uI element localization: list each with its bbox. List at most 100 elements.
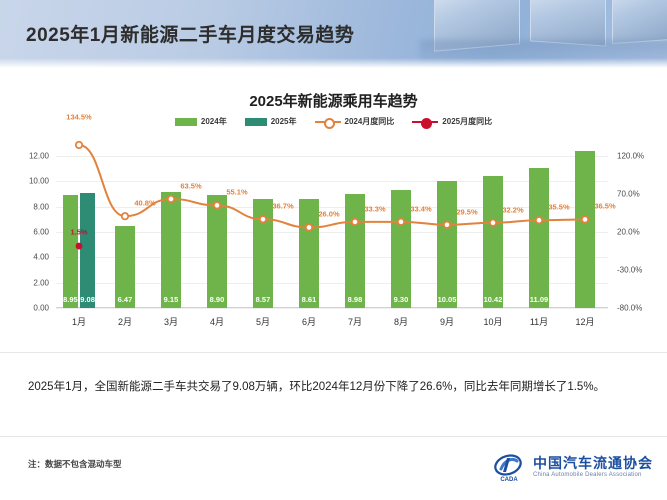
y-gridline xyxy=(56,156,608,157)
chart-category-3[interactable]: 9.15 3月 xyxy=(148,156,194,327)
y-axis-tick: 8.00 xyxy=(33,202,49,212)
legend-item-2[interactable]: 2025年 xyxy=(244,116,297,127)
header-banner: 2025年1月新能源二手车月度交易趋势 xyxy=(0,0,667,68)
divider xyxy=(0,436,667,437)
decorative-cube-icon xyxy=(612,0,667,45)
x-axis-label: 11月 xyxy=(529,317,549,327)
chart-category-9[interactable]: 10.05 9月 xyxy=(424,156,470,327)
chart-title: 2025年新能源乘用车趋势 xyxy=(249,93,418,110)
line-marker-2024 xyxy=(442,220,452,229)
chart-category-8[interactable]: 9.30 8月 xyxy=(378,156,424,327)
chart-category-4[interactable]: 8.90 4月 xyxy=(194,156,240,327)
legend-item-1[interactable]: 2024年 xyxy=(174,116,227,127)
chart-category-12[interactable]: 12月 xyxy=(562,151,608,327)
chart-legend: 2024年 2025年 2024月度同比 2025月度同比 xyxy=(0,116,667,129)
bar-value-label: 8.90 xyxy=(209,295,225,304)
bar-value-label: 8.61 xyxy=(301,295,317,304)
line-marker-2024 xyxy=(166,194,176,204)
bar-value-label: 9.30 xyxy=(393,295,409,304)
bar-2024[interactable]: 8.61 xyxy=(299,198,319,308)
line-value-label-2024: 36.7% xyxy=(272,201,294,211)
y-gridline xyxy=(56,181,608,183)
legend-label: 2024月度同比 xyxy=(344,117,395,126)
legend-item-4[interactable]: 2025月度同比 xyxy=(412,116,493,129)
line-marker-2024 xyxy=(212,201,222,210)
y-axis-tick: 6.00 xyxy=(33,227,49,237)
line-marker-2025 xyxy=(75,242,83,250)
y2-axis-tick: 20.0% xyxy=(617,227,640,237)
y-gridline xyxy=(56,308,608,309)
bar-value-label: 8.98 xyxy=(347,295,363,304)
line-marker-2024 xyxy=(120,212,130,221)
chart-card: 2025年新能源乘用车趋势 2024年 2025年 2024月度同比 2025月度同比… xyxy=(0,68,667,348)
legend-line-icon xyxy=(412,117,439,129)
y-gridline xyxy=(56,282,608,284)
line-value-label-2024: 36.5% xyxy=(594,201,616,211)
y2-axis-tick: 120.0% xyxy=(617,151,645,161)
x-axis-label: 3月 xyxy=(163,317,179,327)
bar-2024[interactable]: 8.57 xyxy=(253,199,273,308)
y-axis-tick: 10.00 xyxy=(28,176,49,186)
chart-category-10[interactable]: 10.42 10月 xyxy=(470,156,516,327)
legend-swatch-icon xyxy=(244,117,267,126)
y-axis-tick: 12.00 xyxy=(28,151,49,161)
bar-2024[interactable]: 9.15 xyxy=(161,192,181,308)
logo-name-cn: 中国汽车流通协会 xyxy=(533,455,653,472)
x-axis-label: 2月 xyxy=(117,317,133,327)
bar-2024[interactable]: 9.30 xyxy=(391,190,411,308)
chart-category-5[interactable]: 8.57 5月 xyxy=(240,156,286,327)
bar-value-label: 10.05 xyxy=(437,295,457,304)
legend-item-3[interactable]: 2024月度同比 xyxy=(314,116,395,129)
bar-value-label: 9.08 xyxy=(80,295,95,304)
line-value-label-2024: 55.1% xyxy=(226,187,248,197)
chart-category-11[interactable]: 11.09 11月 xyxy=(516,156,562,327)
line-marker-2024 xyxy=(304,223,314,232)
cada-logo-icon: CADA xyxy=(492,452,526,483)
line-value-label-2024: 134.5% xyxy=(66,112,92,122)
y2-axis-tick: 70.0% xyxy=(617,189,640,199)
chart-category-1[interactable]: 8.95 9.08 1月 xyxy=(56,156,102,327)
bar-2024[interactable]: 11.09 xyxy=(529,167,549,308)
x-axis-label: 9月 xyxy=(439,317,455,327)
line-marker-2024 xyxy=(488,218,498,227)
x-axis-label: 5月 xyxy=(255,317,271,327)
y2-axis-tick: -30.0% xyxy=(617,265,643,275)
divider xyxy=(0,352,667,353)
bar-2024[interactable] xyxy=(575,151,595,308)
legend-label: 2025年 xyxy=(270,117,297,126)
line-value-label-2024: 40.8% xyxy=(134,198,156,208)
bar-2024[interactable]: 8.95 xyxy=(62,194,78,308)
bar-2025[interactable]: 9.08 xyxy=(80,193,96,308)
line-marker-2024 xyxy=(396,217,406,226)
trend-line-overlay xyxy=(74,140,590,250)
banner-fade xyxy=(0,58,667,68)
x-axis-label: 4月 xyxy=(209,317,225,327)
bar-2024[interactable]: 8.90 xyxy=(207,195,227,308)
chart-plot-area: 0.00 2.00 4.00 6.00 8.00 10.00 12.00 -80.0% -30.… xyxy=(29,112,644,327)
y-gridline xyxy=(56,206,608,208)
bar-2024[interactable]: 10.42 xyxy=(483,176,503,308)
footnote: 注：数据不包含混动车型 xyxy=(28,459,122,469)
line-value-label-2024: 33.3% xyxy=(364,204,386,214)
x-axis-label: 7月 xyxy=(347,317,363,327)
y2-axis-tick: -80.0% xyxy=(617,303,643,313)
y-axis-tick: 4.00 xyxy=(33,252,49,262)
bar-2024[interactable]: 10.05 xyxy=(437,180,457,308)
chart-category-2[interactable]: 6.47 2月 xyxy=(102,156,148,327)
x-axis-label: 12月 xyxy=(575,317,595,327)
line-marker-2024 xyxy=(74,140,84,150)
line-value-label-2024: 29.5% xyxy=(456,207,478,217)
line-value-label-2025: 1.5% xyxy=(70,227,88,237)
legend-label: 2025月度同比 xyxy=(442,117,493,126)
y-gridline xyxy=(56,257,608,259)
bar-value-label: 8.57 xyxy=(255,295,271,304)
x-axis-line xyxy=(56,307,608,308)
bar-value-label: 6.47 xyxy=(117,295,133,304)
x-axis-label: 10月 xyxy=(483,317,503,327)
line-value-label-2024: 63.5% xyxy=(180,181,202,191)
line-value-label-2024: 35.5% xyxy=(548,202,570,212)
bar-2024[interactable]: 6.47 xyxy=(115,226,135,308)
association-logo: CADA 中国汽车流通协会 China Automobile Dealers A… xyxy=(492,452,653,483)
chart-category-6[interactable]: 8.61 6月 xyxy=(286,156,332,327)
line-value-label-2024: 26.0% xyxy=(318,209,340,219)
